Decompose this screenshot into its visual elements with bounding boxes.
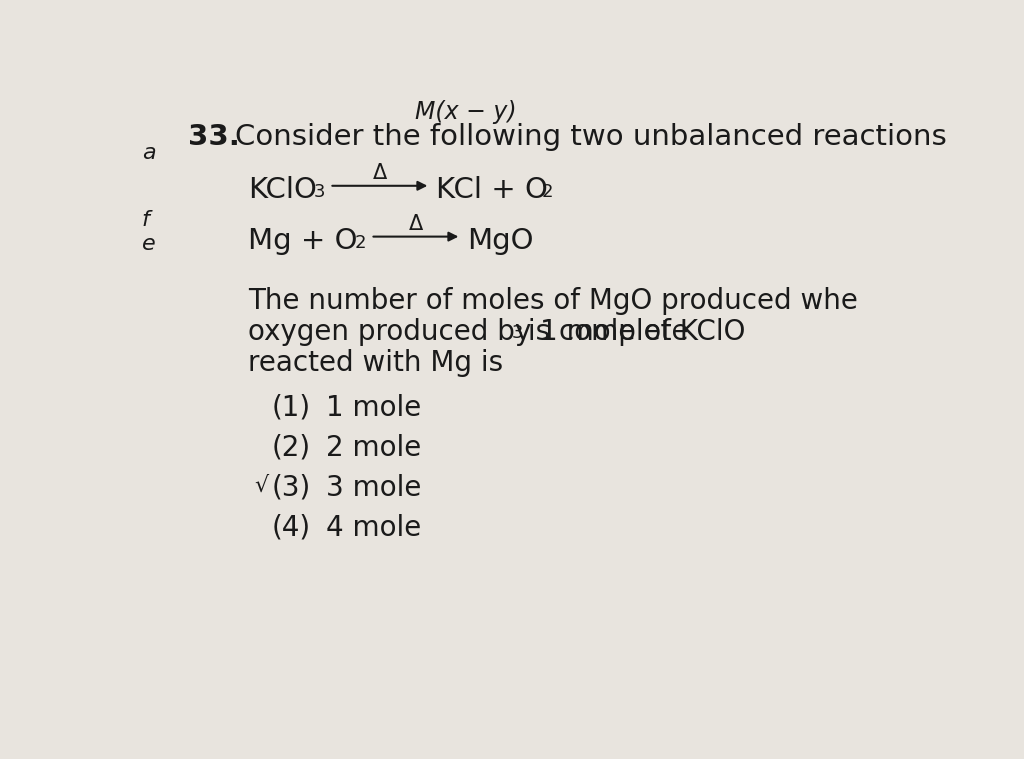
- Text: Mg + O: Mg + O: [248, 227, 357, 254]
- Text: 3: 3: [512, 324, 523, 342]
- Text: KClO: KClO: [248, 176, 317, 203]
- Text: 2: 2: [354, 234, 366, 251]
- Text: The number of moles of MgO produced whe: The number of moles of MgO produced whe: [248, 288, 858, 316]
- Text: √: √: [254, 475, 268, 496]
- Text: 4 mole: 4 mole: [326, 514, 421, 542]
- Text: (2): (2): [271, 433, 310, 461]
- Text: Consider the following two unbalanced reactions: Consider the following two unbalanced re…: [234, 124, 947, 151]
- Text: is complete: is complete: [519, 318, 689, 346]
- Text: (3): (3): [271, 474, 310, 502]
- Text: e: e: [142, 234, 156, 254]
- Text: 2 mole: 2 mole: [326, 433, 421, 461]
- Text: oxygen produced by 1 mole of KClO: oxygen produced by 1 mole of KClO: [248, 318, 745, 346]
- Text: f: f: [142, 210, 150, 231]
- Text: 33.: 33.: [188, 124, 241, 151]
- Text: 3 mole: 3 mole: [326, 474, 421, 502]
- Text: reacted with Mg is: reacted with Mg is: [248, 349, 503, 377]
- Text: M(x − y): M(x − y): [415, 100, 516, 124]
- Text: 2: 2: [542, 183, 553, 200]
- Text: MgO: MgO: [467, 227, 534, 254]
- Text: Δ: Δ: [373, 163, 387, 184]
- Text: (4): (4): [271, 514, 310, 542]
- Text: (1): (1): [271, 394, 310, 422]
- Text: 3: 3: [313, 183, 325, 200]
- Text: KCl + O: KCl + O: [436, 176, 548, 203]
- Text: Δ: Δ: [409, 214, 423, 235]
- Text: a: a: [142, 143, 156, 163]
- Text: 1 mole: 1 mole: [326, 394, 421, 422]
